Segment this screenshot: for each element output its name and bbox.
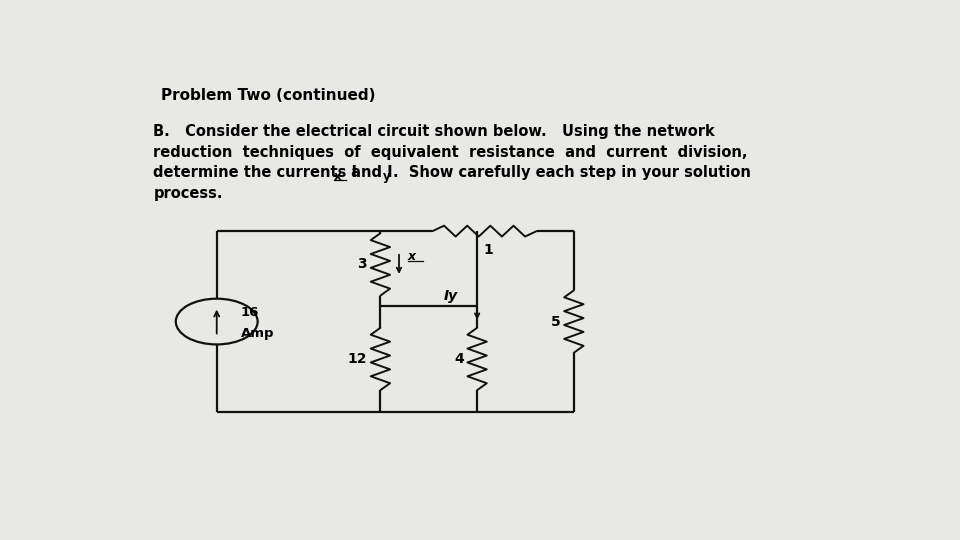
Text: 12: 12 <box>348 352 367 366</box>
Text: 3: 3 <box>357 258 367 272</box>
Text: B.   Consider the electrical circuit shown below.   Using the network: B. Consider the electrical circuit shown… <box>154 124 715 139</box>
Text: x: x <box>334 170 342 183</box>
Text: 16: 16 <box>241 306 259 319</box>
Text: 1: 1 <box>484 243 493 257</box>
Text: 4: 4 <box>454 352 464 366</box>
Text: Iy: Iy <box>444 288 458 302</box>
Text: .  Show carefully each step in your solution: . Show carefully each step in your solut… <box>393 165 751 180</box>
Text: determine the currents I: determine the currents I <box>154 165 357 180</box>
Text: Problem Two (continued): Problem Two (continued) <box>161 89 375 104</box>
Text: x: x <box>408 249 416 262</box>
Text: 5: 5 <box>551 315 561 328</box>
Text: and I: and I <box>347 165 393 180</box>
Text: Amp: Amp <box>241 327 274 340</box>
Text: y: y <box>383 170 391 183</box>
Text: process.: process. <box>154 186 223 201</box>
Text: reduction  techniques  of  equivalent  resistance  and  current  division,: reduction techniques of equivalent resis… <box>154 145 748 160</box>
